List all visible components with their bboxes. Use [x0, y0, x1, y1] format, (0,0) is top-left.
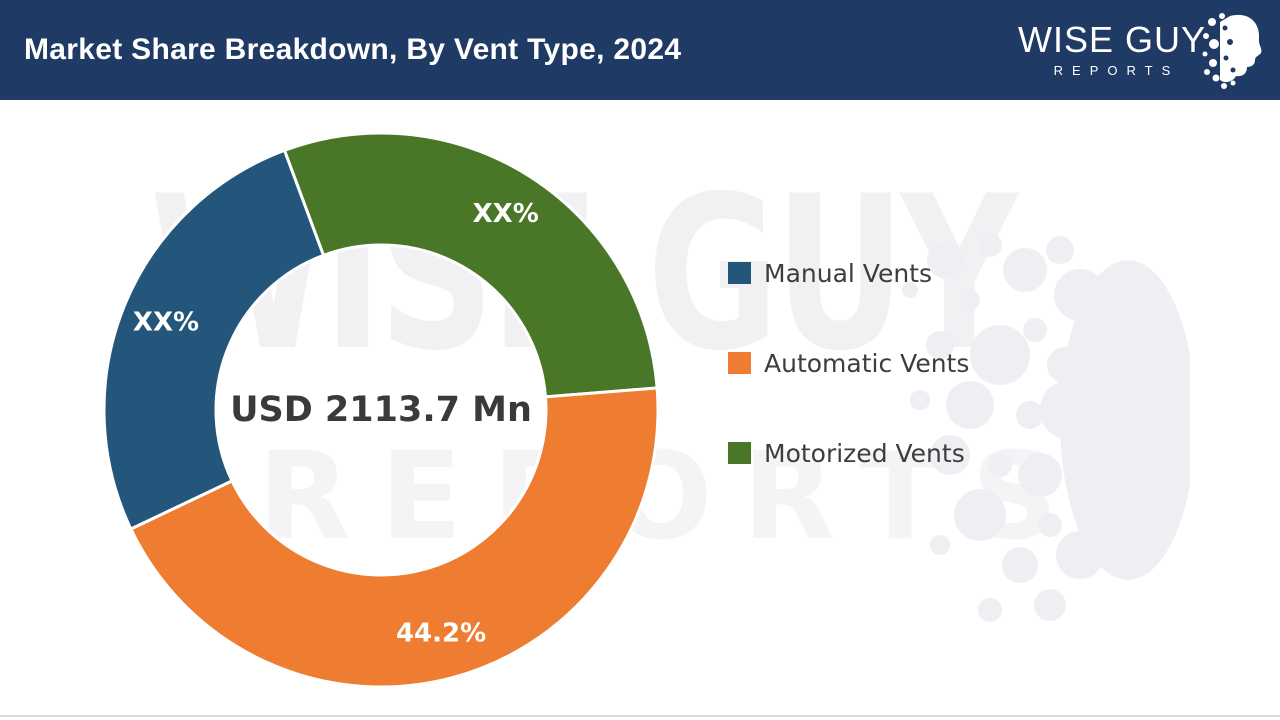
watermark-text-line2: REPORTS — [258, 428, 1088, 567]
slice-value-label-manual-vents: XX% — [133, 307, 199, 337]
brand-wordmark: WISE GUY REPORTS — [1017, 19, 1206, 79]
pie-slice-motorized-vents — [282, 131, 659, 399]
pie-slice-automatic-vents — [129, 386, 660, 689]
chart-legend: Manual Vents Automatic Vents Motorized V… — [728, 258, 970, 468]
slice-value-labels: XX% 44.2% XX% — [133, 199, 539, 649]
chart-center-total: USD 2113.7 Mn — [230, 390, 532, 430]
pie-slice-manual-vents — [102, 148, 325, 531]
header-bar: Market Share Breakdown, By Vent Type, 20… — [0, 0, 1280, 100]
legend-label-manual-vents: Manual Vents — [764, 258, 933, 288]
legend-swatch-motorized-vents — [728, 442, 751, 464]
brand-name: WISE GUY — [1017, 19, 1206, 60]
legend-item-automatic-vents: Automatic Vents — [728, 348, 970, 378]
brand-logo: WISE GUY REPORTS — [1018, 8, 1266, 92]
legend-swatch-automatic-vents — [728, 352, 751, 374]
legend-item-manual-vents: Manual Vents — [728, 258, 969, 288]
bottom-divider — [0, 715, 1280, 717]
legend-swatch-manual-vents — [728, 262, 751, 284]
face-profile-icon — [1202, 13, 1262, 89]
legend-label-motorized-vents: Motorized Vents — [764, 438, 965, 468]
slice-value-label-automatic-vents: 44.2% — [396, 619, 486, 649]
watermark-face-dots — [902, 233, 1190, 622]
legend-item-motorized-vents: Motorized Vents — [728, 438, 969, 468]
pie-slices — [102, 131, 660, 689]
legend-label-automatic-vents: Automatic Vents — [764, 348, 970, 378]
slice-value-label-motorized-vents: XX% — [473, 199, 539, 229]
page-title: Market Share Breakdown, By Vent Type, 20… — [24, 33, 682, 66]
brand-subname: REPORTS — [1053, 63, 1180, 78]
